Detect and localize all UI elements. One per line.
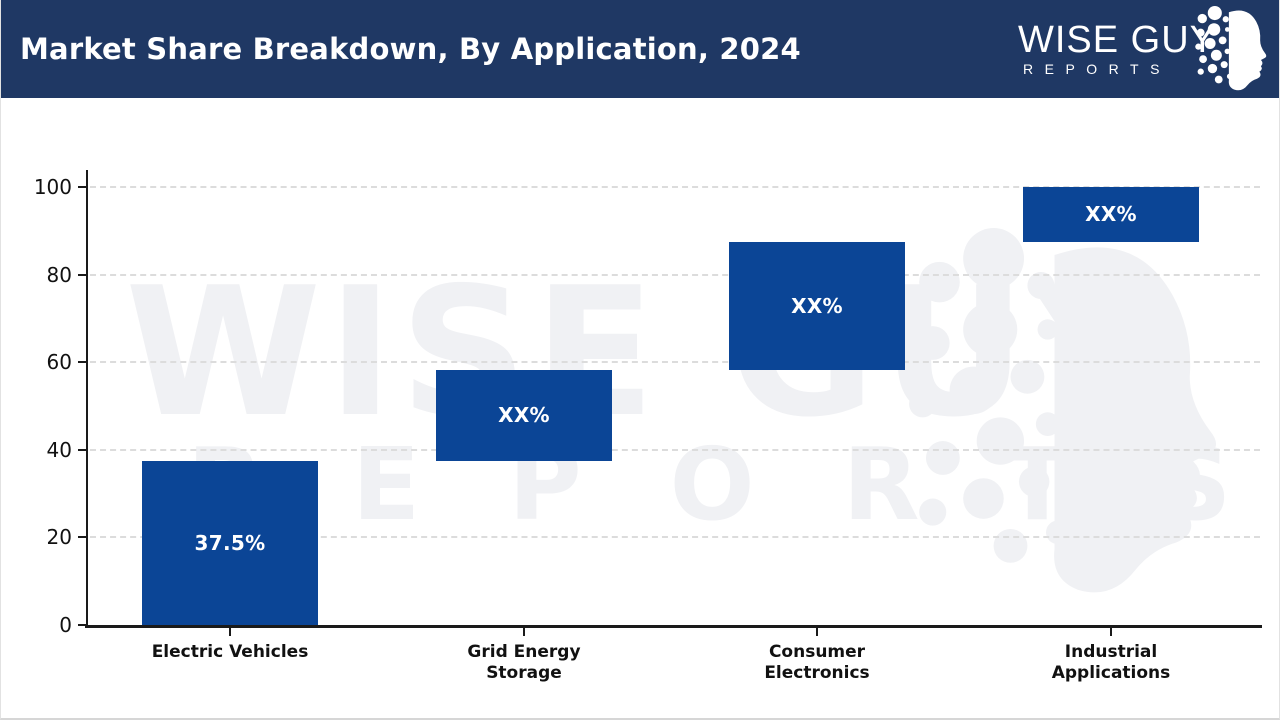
bar-segment: XX% — [1023, 187, 1199, 242]
y-axis-tick-label: 40 — [46, 437, 72, 462]
bar-value-label: 37.5% — [194, 530, 266, 555]
y-axis-tick-label: 100 — [33, 175, 72, 199]
x-axis-category-label: Industrial Applications — [1051, 642, 1171, 683]
y-tick-mark — [78, 624, 86, 626]
x-tick-mark — [229, 628, 231, 636]
bar-segment: XX% — [729, 241, 905, 370]
brand-subname: REPORTS — [1023, 61, 1171, 77]
y-axis-tick-label: 60 — [46, 350, 72, 375]
x-axis-category-label: Electric Vehicles — [151, 642, 309, 662]
y-axis-tick-label: 20 — [46, 525, 72, 550]
x-axis-line — [85, 625, 1262, 628]
bar-segment: 37.5% — [142, 460, 318, 625]
gridline-y20 — [90, 536, 1260, 539]
x-tick-mark — [523, 628, 525, 636]
x-tick-mark — [816, 628, 818, 636]
y-axis-line — [86, 170, 88, 627]
y-tick-mark — [78, 186, 86, 188]
x-axis-category-label: Grid Energy Storage — [467, 642, 581, 683]
brand-name: WISE GUY — [1018, 19, 1217, 61]
y-axis-tick-label: 0 — [59, 613, 72, 637]
chart-title: Market Share Breakdown, By Application, … — [20, 32, 801, 66]
y-tick-mark — [78, 361, 86, 364]
bar-value-label: XX% — [498, 403, 550, 428]
gridline-y100 — [90, 186, 1260, 188]
bar-value-label: XX% — [791, 293, 843, 318]
gridline-y40 — [90, 448, 1260, 451]
brand-head-icon — [1195, 6, 1267, 91]
x-tick-mark — [1110, 628, 1112, 636]
brand-logo: WISE GUY REPORTS — [1018, 6, 1276, 92]
gridline-y80 — [90, 273, 1260, 276]
y-tick-mark — [78, 448, 86, 451]
y-axis-tick-label: 80 — [46, 262, 72, 287]
brand-logo-text: WISE GUY REPORTS — [1018, 19, 1217, 77]
bar-value-label: XX% — [1085, 202, 1137, 227]
y-tick-mark — [78, 536, 86, 539]
y-tick-mark — [78, 273, 86, 276]
bar-segment: XX% — [436, 369, 612, 461]
x-axis-category-label: Consumer Electronics — [764, 642, 870, 683]
gridline-y60 — [90, 361, 1260, 364]
header-bar: Market Share Breakdown, By Application, … — [0, 0, 1280, 98]
